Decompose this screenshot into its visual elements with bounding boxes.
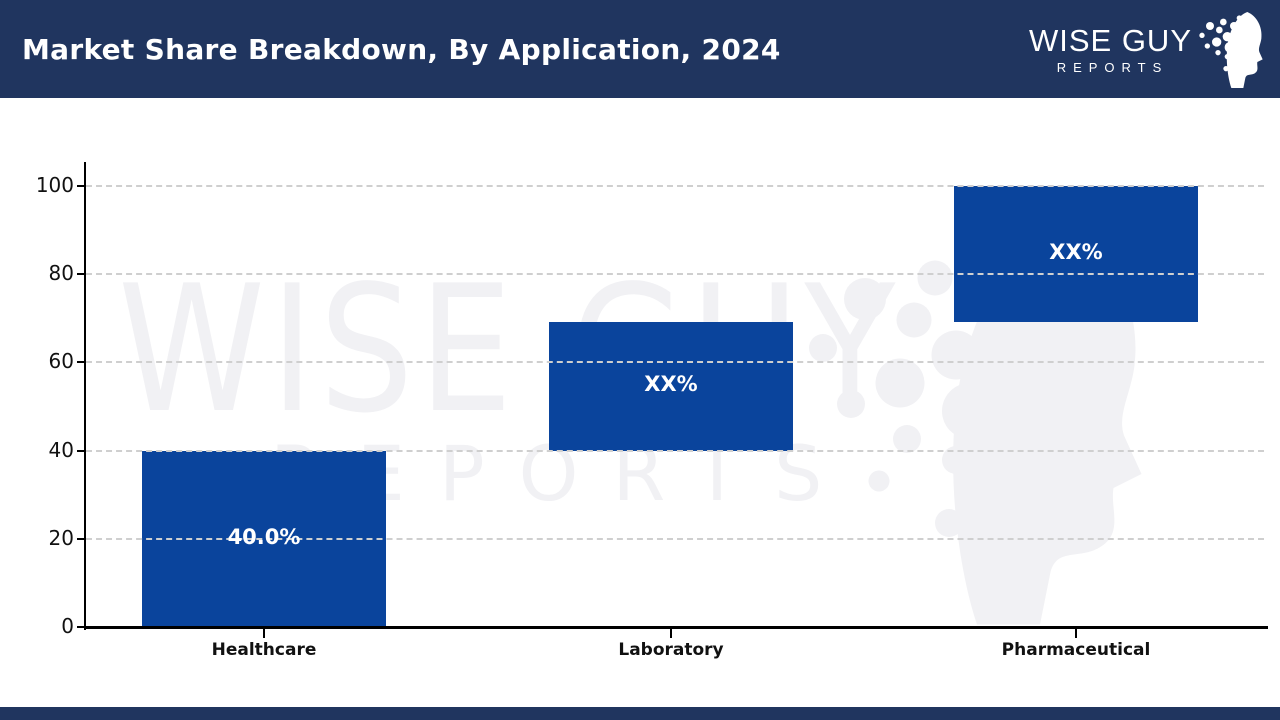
x-category-label: Laboratory bbox=[618, 640, 724, 660]
logo-text: WISE GUY REPORTS bbox=[1028, 22, 1192, 76]
y-tick-mark bbox=[77, 361, 86, 364]
x-category-label: Healthcare bbox=[211, 640, 317, 660]
x-category-label: Pharmaceutical bbox=[1001, 640, 1151, 660]
x-tick-mark bbox=[1075, 629, 1077, 638]
y-tick-label: 0 bbox=[61, 614, 74, 638]
gridline-100 bbox=[86, 185, 1264, 187]
gridline-60 bbox=[86, 361, 1264, 364]
x-tick-mark bbox=[263, 629, 265, 638]
y-tick-label: 100 bbox=[35, 173, 74, 197]
y-tick-mark bbox=[77, 626, 86, 628]
bar-laboratory bbox=[549, 321, 793, 451]
bar-value-label: XX% bbox=[644, 372, 698, 397]
bar-value-label: XX% bbox=[1049, 239, 1103, 264]
y-tick-label: 60 bbox=[48, 349, 74, 374]
y-tick-mark bbox=[77, 185, 86, 187]
gridline-80 bbox=[86, 273, 1264, 276]
y-tick-label: 80 bbox=[48, 261, 74, 286]
bar-pharmaceutical bbox=[954, 186, 1198, 322]
y-tick-label: 40 bbox=[48, 437, 74, 462]
wiseguy-logo: WISE GUY REPORTS bbox=[1029, 6, 1264, 94]
logo-reports-label: REPORTS bbox=[1056, 60, 1169, 76]
watermark-face-profile bbox=[953, 225, 1142, 625]
header-bar: Market Share Breakdown, By Application, … bbox=[0, 0, 1280, 98]
y-axis-line bbox=[84, 162, 86, 630]
y-tick-mark bbox=[77, 537, 86, 540]
bar-value-label: 40.0% bbox=[227, 524, 301, 549]
logo-wiseguy-label: WISE GUY bbox=[1028, 22, 1192, 58]
x-tick-mark bbox=[670, 629, 672, 638]
y-tick-mark bbox=[77, 273, 86, 276]
wiseguy-face-icon bbox=[1199, 12, 1263, 88]
x-axis-line bbox=[85, 626, 1268, 629]
page-title: Market Share Breakdown, By Application, … bbox=[22, 32, 781, 66]
watermark-face-icon bbox=[809, 225, 1142, 625]
gridline-20 bbox=[86, 537, 1264, 540]
footer-bar bbox=[0, 707, 1280, 720]
y-tick-label: 20 bbox=[48, 525, 74, 550]
gridline-40 bbox=[86, 449, 1264, 452]
logo-face-profile bbox=[1226, 12, 1263, 88]
y-tick-mark bbox=[77, 449, 86, 452]
